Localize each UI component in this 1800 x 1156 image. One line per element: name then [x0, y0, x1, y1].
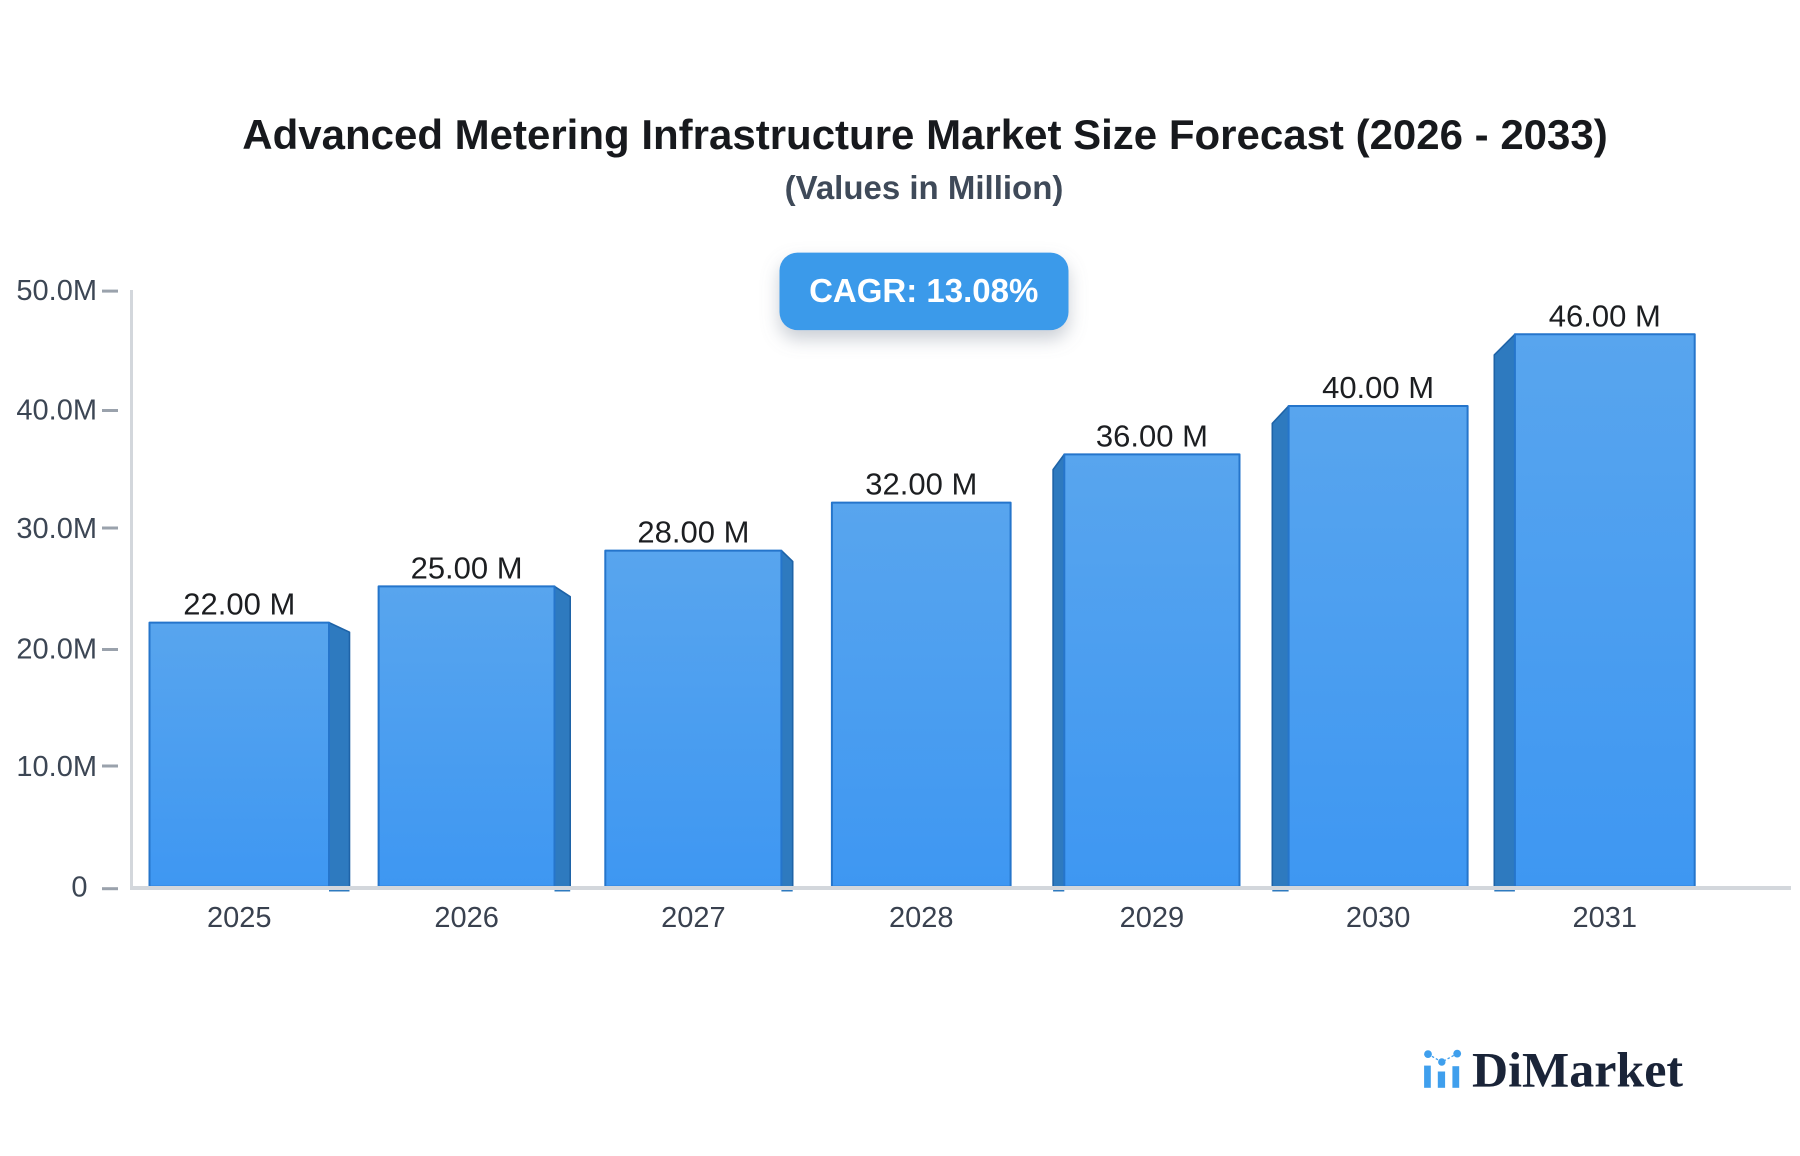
svg-text:Advanced Metering Infrastructu: Advanced Metering Infrastructure Market …	[242, 111, 1608, 158]
svg-text:2030: 2030	[1346, 902, 1411, 934]
svg-text:40.0M: 40.0M	[16, 395, 97, 427]
svg-text:(Values in Million): (Values in Million)	[785, 169, 1064, 206]
svg-text:0: 0	[71, 872, 87, 904]
svg-text:2026: 2026	[434, 902, 499, 934]
svg-text:2025: 2025	[207, 902, 272, 934]
svg-text:10.0M: 10.0M	[16, 751, 97, 783]
svg-text:20.0M: 20.0M	[16, 634, 97, 666]
svg-text:25.00 M: 25.00 M	[411, 550, 523, 585]
svg-text:2029: 2029	[1120, 902, 1185, 934]
svg-text:50.0M: 50.0M	[16, 275, 97, 307]
svg-text:32.00 M: 32.00 M	[865, 467, 977, 502]
svg-text:30.0M: 30.0M	[16, 513, 97, 545]
svg-text:2031: 2031	[1573, 902, 1638, 934]
svg-text:22.00 M: 22.00 M	[183, 587, 295, 622]
svg-text:2027: 2027	[661, 902, 726, 934]
svg-text:28.00 M: 28.00 M	[637, 515, 749, 550]
svg-text:DiMarket: DiMarket	[1472, 1042, 1683, 1098]
svg-text:2028: 2028	[889, 902, 954, 934]
svg-text:46.00 M: 46.00 M	[1549, 298, 1661, 333]
svg-text:CAGR: 13.08%: CAGR: 13.08%	[809, 272, 1038, 309]
svg-text:40.00 M: 40.00 M	[1322, 370, 1434, 405]
svg-text:36.00 M: 36.00 M	[1096, 418, 1208, 453]
